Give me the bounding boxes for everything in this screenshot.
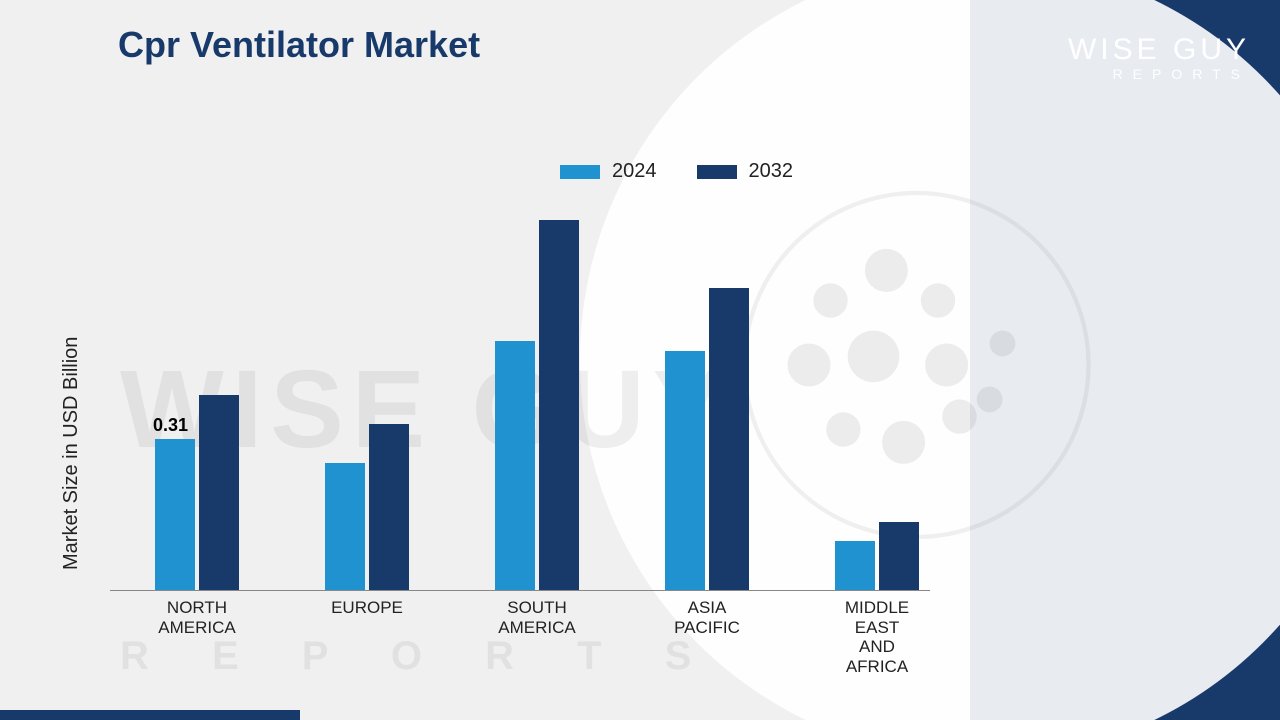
footer-accent-bar	[0, 710, 300, 720]
bar-chart	[110, 200, 930, 590]
brand-logo: WISE GUY REPORTS	[1068, 35, 1250, 81]
bar-group	[155, 200, 239, 590]
y-axis-label: Market Size in USD Billion	[60, 337, 83, 570]
bar	[325, 463, 365, 590]
category-label: NORTHAMERICA	[142, 598, 252, 637]
legend: 2024 2032	[560, 160, 793, 183]
category-label: SOUTHAMERICA	[482, 598, 592, 637]
bar	[369, 424, 409, 590]
legend-label: 2024	[612, 160, 657, 183]
legend-swatch	[560, 165, 600, 179]
bar-group	[495, 200, 579, 590]
legend-item: 2032	[697, 160, 794, 183]
bar	[539, 220, 579, 591]
chart-slide: WISE GUY R E P O R T S Cpr Ventilator Ma…	[0, 0, 1280, 720]
bar-value-annotation: 0.31	[153, 415, 188, 436]
bar	[495, 341, 535, 590]
bar-group	[325, 200, 409, 590]
chart-title: Cpr Ventilator Market	[118, 24, 480, 66]
bar	[665, 351, 705, 590]
legend-label: 2032	[749, 160, 794, 183]
legend-swatch	[697, 165, 737, 179]
x-axis-line	[110, 590, 930, 591]
category-label: ASIAPACIFIC	[652, 598, 762, 637]
legend-item: 2024	[560, 160, 657, 183]
bar-group	[665, 200, 749, 590]
category-label: EUROPE	[312, 598, 422, 618]
bar	[199, 395, 239, 590]
logo-line2: REPORTS	[1068, 67, 1250, 81]
bar	[879, 522, 919, 590]
bar	[835, 541, 875, 590]
logo-line1: WISE GUY	[1068, 35, 1250, 65]
bar	[155, 439, 195, 590]
bar	[709, 288, 749, 590]
bar-group	[835, 200, 919, 590]
category-label: MIDDLEEASTANDAFRICA	[822, 598, 932, 676]
